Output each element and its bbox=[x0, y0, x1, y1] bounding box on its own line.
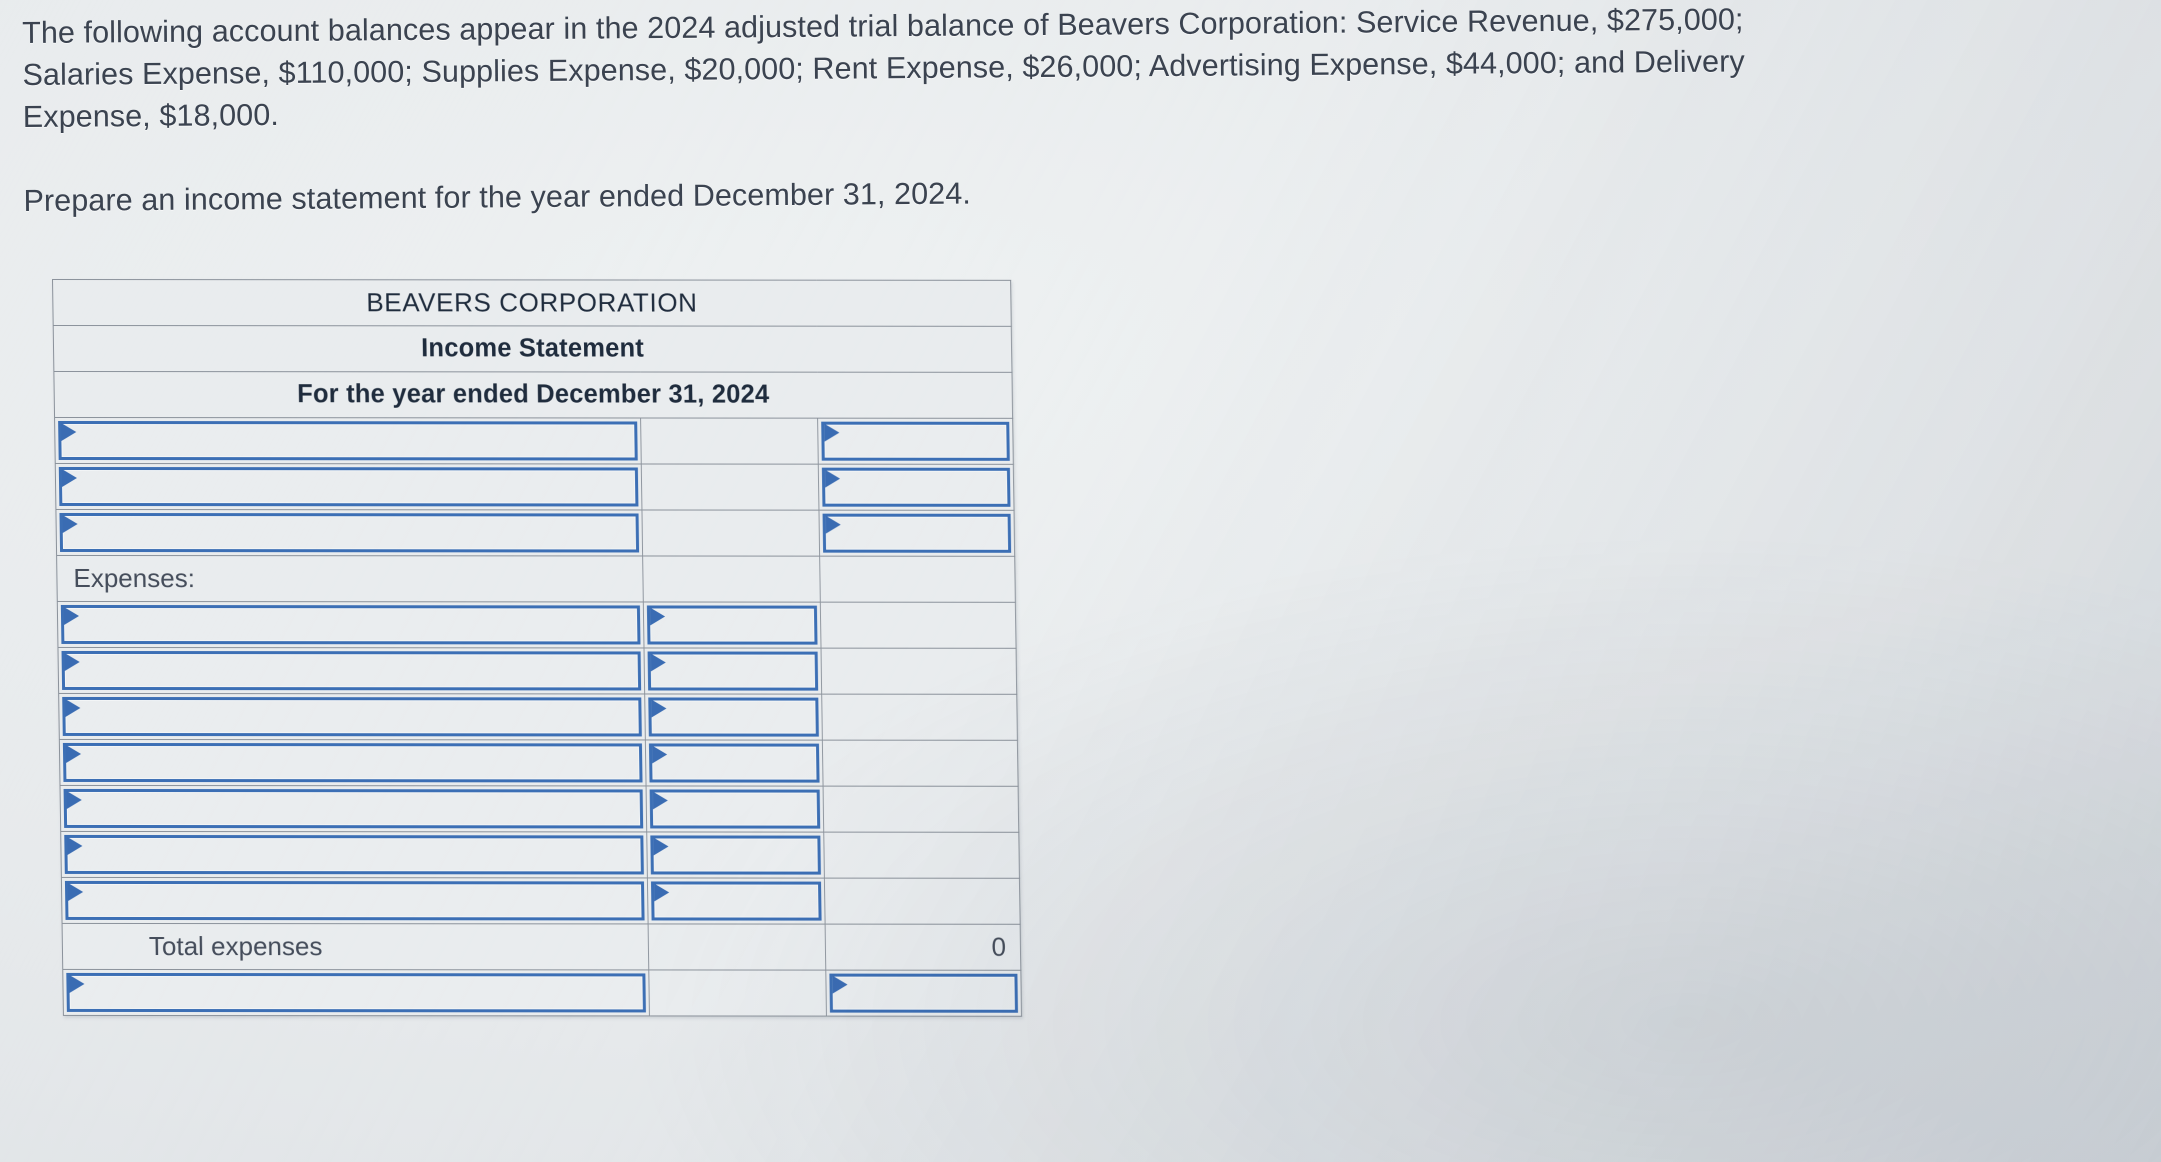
statement-name-cell: Income Statement bbox=[53, 325, 1013, 373]
question-text: The following account balances appear in… bbox=[22, 0, 1814, 222]
statement-period-cell: For the year ended December 31, 2024 bbox=[53, 371, 1013, 419]
revenue-row-1-total-cell[interactable] bbox=[817, 418, 1014, 465]
expense-row-6-amount-cell[interactable] bbox=[646, 831, 825, 879]
expense-row-1-amount-cell[interactable] bbox=[643, 601, 822, 649]
account-select-dropdown[interactable] bbox=[62, 696, 642, 737]
account-select-dropdown[interactable] bbox=[59, 512, 640, 553]
expense-row-7-total-cell[interactable] bbox=[824, 878, 1021, 925]
revenue-row-2-amount-cell[interactable] bbox=[641, 463, 820, 511]
company-name-cell: BEAVERS CORPORATION bbox=[52, 279, 1012, 327]
expense-row-3-amount-cell[interactable] bbox=[644, 693, 823, 741]
expense-row-4-total-cell[interactable] bbox=[822, 740, 1019, 787]
amount-select-dropdown[interactable] bbox=[821, 467, 1011, 507]
expense-row-6-account-cell[interactable] bbox=[60, 831, 648, 878]
amount-select-dropdown[interactable] bbox=[651, 881, 822, 921]
amount-select-dropdown[interactable] bbox=[650, 835, 821, 875]
worksheet-title-row-company: BEAVERS CORPORATION bbox=[52, 279, 1012, 327]
expense-row-3-account-cell[interactable] bbox=[58, 693, 646, 740]
account-select-dropdown[interactable] bbox=[61, 650, 642, 691]
table-row bbox=[57, 647, 1017, 695]
expense-row-1-total-cell[interactable] bbox=[820, 602, 1017, 649]
worksheet-title-row-statement: Income Statement bbox=[53, 325, 1013, 373]
account-select-dropdown[interactable] bbox=[60, 604, 641, 645]
account-select-dropdown[interactable] bbox=[58, 420, 638, 461]
expenses-header-label: Expenses: bbox=[73, 562, 196, 594]
worksheet-title-row-period: For the year ended December 31, 2024 bbox=[53, 371, 1013, 419]
expense-row-4-amount-cell[interactable] bbox=[645, 739, 824, 787]
expense-row-4-account-cell[interactable] bbox=[59, 739, 647, 786]
amount-select-dropdown[interactable] bbox=[822, 513, 1012, 553]
revenue-row-3-account-cell[interactable] bbox=[55, 509, 643, 556]
amount-select-dropdown[interactable] bbox=[648, 743, 820, 783]
revenue-row-1-amount-cell[interactable] bbox=[640, 417, 819, 465]
revenue-row-3-amount-cell[interactable] bbox=[641, 509, 820, 557]
expenses-header-amount-cell[interactable] bbox=[642, 555, 821, 603]
net-income-total-cell[interactable] bbox=[825, 970, 1022, 1017]
table-row bbox=[57, 601, 1017, 649]
expense-row-5-amount-cell[interactable] bbox=[646, 785, 824, 833]
table-row bbox=[61, 877, 1021, 925]
expense-row-5-total-cell[interactable] bbox=[823, 786, 1019, 833]
table-row bbox=[58, 693, 1018, 741]
table-row bbox=[54, 417, 1014, 465]
revenue-row-3-total-cell[interactable] bbox=[819, 510, 1015, 557]
expense-row-7-account-cell[interactable] bbox=[61, 877, 649, 924]
net-income-amount-cell[interactable] bbox=[648, 969, 827, 1017]
account-select-dropdown[interactable] bbox=[63, 788, 644, 829]
expenses-header-total-cell[interactable] bbox=[819, 556, 1016, 603]
expense-row-7-amount-cell[interactable] bbox=[647, 877, 826, 925]
expense-row-1-account-cell[interactable] bbox=[57, 601, 645, 648]
table-row bbox=[55, 509, 1015, 557]
amount-select-dropdown[interactable] bbox=[649, 789, 821, 829]
account-select-dropdown[interactable] bbox=[64, 880, 645, 921]
table-row bbox=[59, 739, 1019, 787]
revenue-row-2-total-cell[interactable] bbox=[818, 464, 1015, 511]
table-row: Total expenses 0 bbox=[62, 923, 1021, 971]
account-select-dropdown[interactable] bbox=[66, 972, 646, 1013]
revenue-row-2-account-cell[interactable] bbox=[55, 463, 642, 510]
question-paragraph-2: Prepare an income statement for the year… bbox=[23, 176, 972, 218]
expense-row-3-total-cell[interactable] bbox=[821, 694, 1018, 741]
amount-select-dropdown[interactable] bbox=[829, 973, 1019, 1013]
total-expenses-label-cell: Total expenses bbox=[62, 923, 649, 970]
income-statement-worksheet: BEAVERS CORPORATION Income Statement For… bbox=[52, 279, 1023, 1017]
total-expenses-value: 0 bbox=[991, 931, 1007, 962]
total-expenses-label: Total expenses bbox=[148, 931, 323, 962]
table-row bbox=[60, 831, 1020, 879]
expense-row-2-account-cell[interactable] bbox=[57, 647, 645, 694]
question-paragraph-1: The following account balances appear in… bbox=[22, 2, 1745, 134]
expense-row-2-total-cell[interactable] bbox=[821, 648, 1017, 695]
amount-select-dropdown[interactable] bbox=[648, 697, 819, 737]
revenue-row-1-account-cell[interactable] bbox=[54, 417, 642, 464]
expenses-header-cell: Expenses: bbox=[56, 555, 644, 602]
amount-select-dropdown[interactable] bbox=[821, 421, 1010, 461]
amount-select-dropdown[interactable] bbox=[646, 605, 818, 645]
expense-row-6-total-cell[interactable] bbox=[823, 832, 1020, 879]
worksheet-table: BEAVERS CORPORATION Income Statement For… bbox=[52, 279, 1023, 1017]
net-income-account-cell[interactable] bbox=[62, 969, 650, 1016]
total-expenses-value-cell: 0 bbox=[825, 924, 1021, 971]
amount-select-dropdown[interactable] bbox=[647, 651, 819, 691]
account-select-dropdown[interactable] bbox=[58, 466, 639, 507]
expense-row-5-account-cell[interactable] bbox=[60, 785, 647, 832]
table-row bbox=[62, 969, 1022, 1017]
total-expenses-amount-cell[interactable] bbox=[648, 923, 826, 971]
account-select-dropdown[interactable] bbox=[62, 742, 643, 783]
table-row bbox=[55, 463, 1015, 511]
expense-row-2-amount-cell[interactable] bbox=[644, 647, 822, 695]
account-select-dropdown[interactable] bbox=[64, 834, 644, 875]
table-row: Expenses: bbox=[56, 555, 1016, 603]
table-row bbox=[60, 785, 1019, 833]
